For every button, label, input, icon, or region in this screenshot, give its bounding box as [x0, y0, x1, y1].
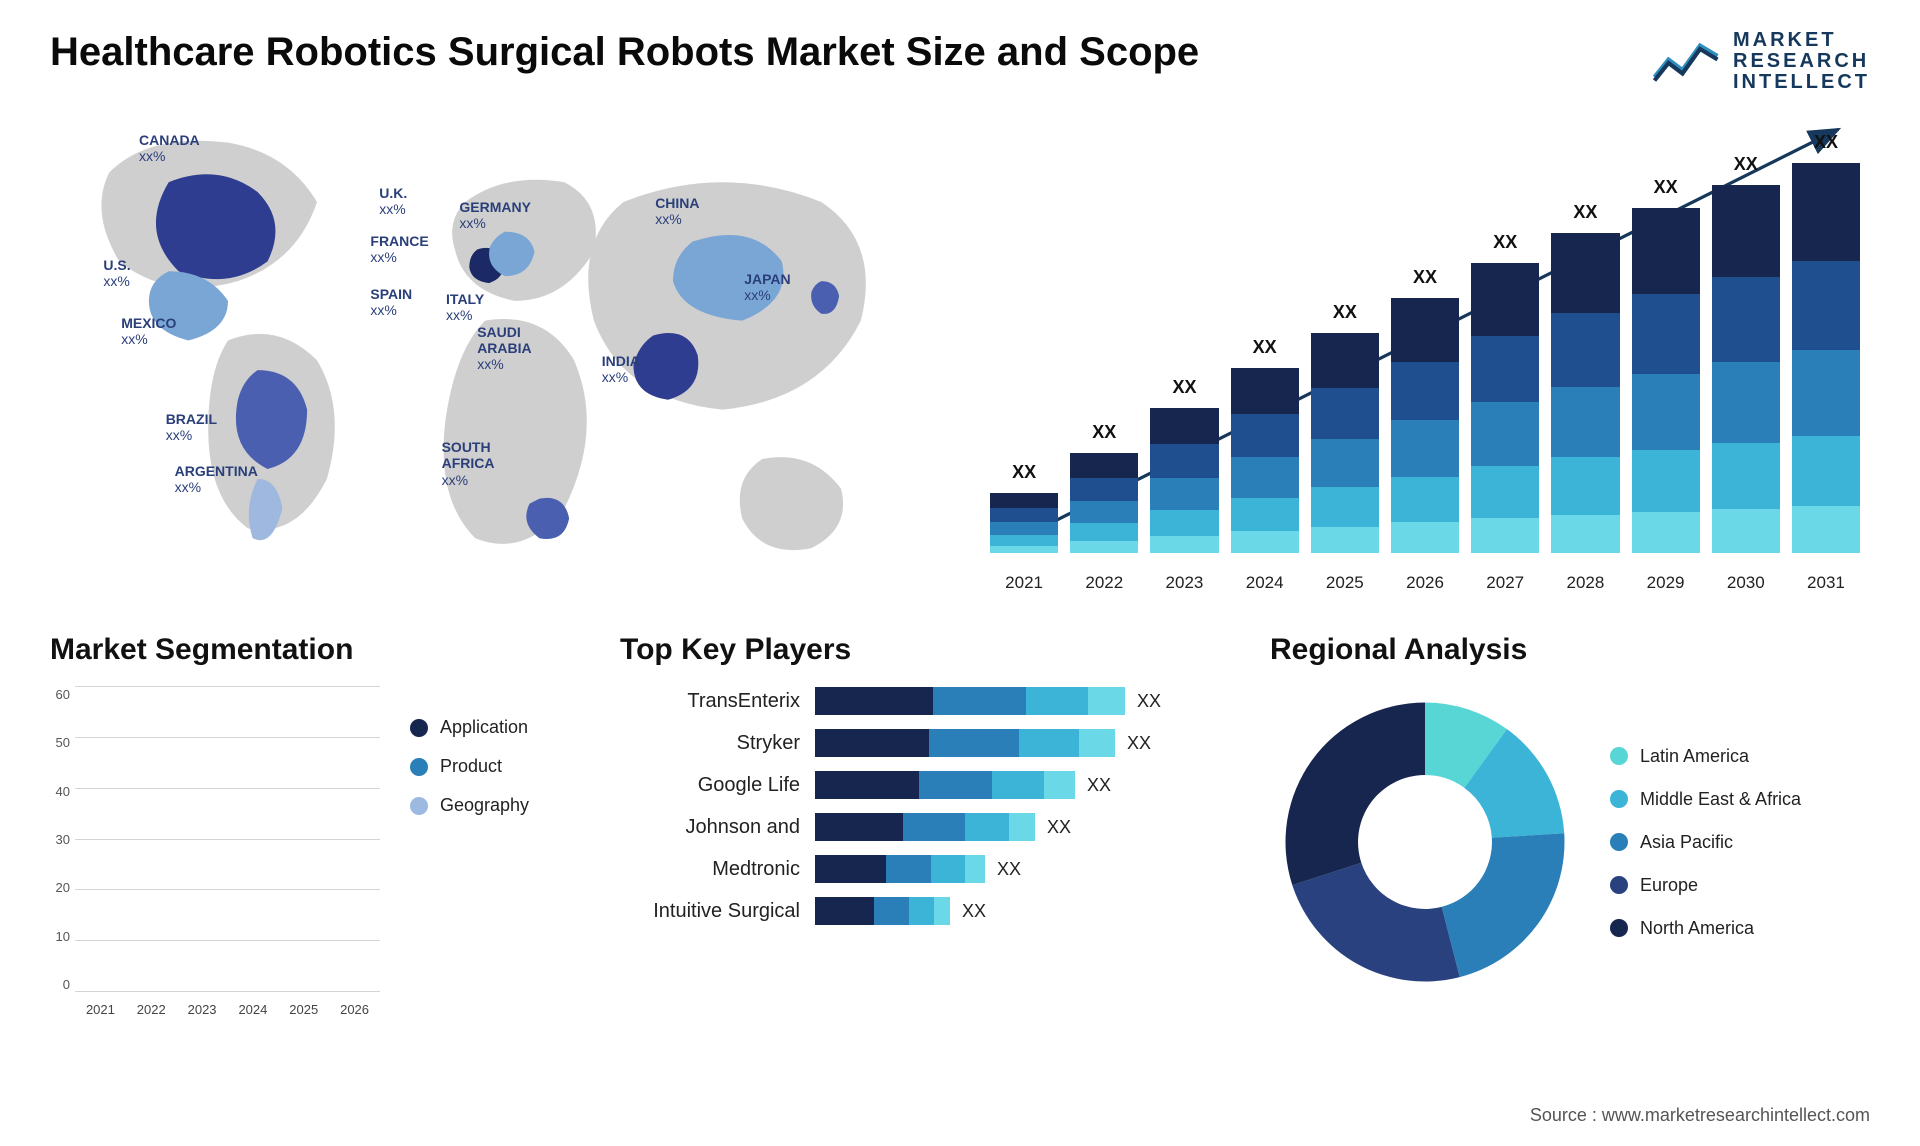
map-label-mexico: MEXICOxx%: [121, 315, 176, 347]
region-legend-item: Europe: [1610, 875, 1801, 896]
logo-mark-icon: [1651, 32, 1721, 92]
growth-value-label: XX: [1092, 422, 1116, 443]
player-value-label: XX: [1137, 691, 1161, 712]
map-label-china: CHINAxx%: [655, 195, 699, 227]
source-label: Source : www.marketresearchintellect.com: [1530, 1105, 1870, 1126]
growth-bar-2025: XX: [1311, 302, 1379, 553]
growth-year-label: 2023: [1150, 573, 1218, 593]
page-title: Healthcare Robotics Surgical Robots Mark…: [50, 30, 1199, 75]
growth-bar-2027: XX: [1471, 232, 1539, 553]
donut-slice-asia-pacific: [1442, 833, 1565, 977]
growth-value-label: XX: [1493, 232, 1517, 253]
growth-year-label: 2026: [1391, 573, 1459, 593]
growth-year-label: 2022: [1070, 573, 1138, 593]
map-label-south-africa: SOUTHAFRICAxx%: [442, 439, 495, 487]
growth-bar-2031: XX: [1792, 132, 1860, 553]
seg-legend-item: Geography: [410, 795, 570, 816]
donut-slice-north-america: [1286, 703, 1426, 886]
logo-line3: INTELLECT: [1733, 72, 1870, 93]
growth-year-label: 2021: [990, 573, 1058, 593]
growth-year-label: 2027: [1471, 573, 1539, 593]
growth-bar-2029: XX: [1632, 177, 1700, 553]
regional-donut-chart: [1270, 687, 1580, 997]
player-name: Intuitive Surgical: [620, 900, 800, 923]
player-row: Johnson and XX: [620, 813, 1220, 841]
map-label-brazil: BRAZILxx%: [166, 411, 217, 443]
players-panel: Top Key Players TransEnterixXXStrykerXXG…: [620, 633, 1220, 1063]
map-label-germany: GERMANYxx%: [459, 199, 531, 231]
players-title: Top Key Players: [620, 633, 1220, 667]
growth-year-label: 2030: [1712, 573, 1780, 593]
map-label-u-s-: U.S.xx%: [103, 257, 130, 289]
world-map-panel: CANADAxx% U.S.xx% MEXICOxx% BRAZILxx% ARGENT…: [50, 113, 940, 593]
player-value-label: XX: [1047, 817, 1071, 838]
segmentation-title: Market Segmentation: [50, 633, 570, 667]
player-name: TransEnterix: [620, 690, 800, 713]
player-value-label: XX: [997, 859, 1021, 880]
growth-year-label: 2025: [1311, 573, 1379, 593]
region-legend-item: Middle East & Africa: [1610, 789, 1801, 810]
region-legend-item: Latin America: [1610, 746, 1801, 767]
growth-value-label: XX: [1573, 202, 1597, 223]
segmentation-chart: 6050403020100 202120222023202420252026: [50, 687, 380, 1017]
logo-line2: RESEARCH: [1733, 51, 1870, 72]
growth-bar-2030: XX: [1712, 154, 1780, 553]
map-label-japan: JAPANxx%: [744, 271, 790, 303]
player-name: Johnson and: [620, 816, 800, 839]
player-name: Stryker: [620, 732, 800, 755]
map-label-france: FRANCExx%: [370, 233, 428, 265]
map-label-argentina: ARGENTINAxx%: [175, 463, 258, 495]
growth-year-label: 2028: [1551, 573, 1619, 593]
map-label-india: INDIAxx%: [602, 353, 640, 385]
regional-panel: Regional Analysis Latin America Middle Ea…: [1270, 633, 1870, 1063]
growth-year-label: 2029: [1632, 573, 1700, 593]
growth-value-label: XX: [1333, 302, 1357, 323]
player-row: TransEnterix XX: [620, 687, 1220, 715]
growth-bar-2026: XX: [1391, 267, 1459, 553]
growth-year-label: 2024: [1231, 573, 1299, 593]
growth-bar-2023: XX: [1150, 377, 1218, 553]
brand-logo: MARKET RESEARCH INTELLECT: [1651, 30, 1870, 93]
seg-legend-item: Application: [410, 717, 570, 738]
seg-legend-item: Product: [410, 756, 570, 777]
growth-bar-2028: XX: [1551, 202, 1619, 553]
player-name: Google Life: [620, 774, 800, 797]
region-legend-item: North America: [1610, 918, 1801, 939]
growth-value-label: XX: [1253, 337, 1277, 358]
logo-line1: MARKET: [1733, 30, 1870, 51]
player-row: Google Life XX: [620, 771, 1220, 799]
player-row: Stryker XX: [620, 729, 1220, 757]
growth-value-label: XX: [1012, 462, 1036, 483]
map-label-spain: SPAINxx%: [370, 286, 412, 318]
map-label-saudi-arabia: SAUDIARABIAxx%: [477, 324, 531, 372]
donut-slice-europe: [1292, 863, 1459, 982]
player-row: Intuitive Surgical XX: [620, 897, 1220, 925]
map-label-u-k-: U.K.xx%: [379, 185, 407, 217]
growth-bar-2024: XX: [1231, 337, 1299, 553]
growth-bar-2022: XX: [1070, 422, 1138, 553]
growth-value-label: XX: [1413, 267, 1437, 288]
player-value-label: XX: [1127, 733, 1151, 754]
growth-value-label: XX: [1654, 177, 1678, 198]
growth-bar-2021: XX: [990, 462, 1058, 553]
growth-bar-chart: XX XX XX XX XX XX XX XX XX XX XX 2021 2022 2023 2024 2…: [980, 113, 1870, 593]
player-value-label: XX: [1087, 775, 1111, 796]
player-row: Medtronic XX: [620, 855, 1220, 883]
segmentation-panel: Market Segmentation 6050403020100 202120…: [50, 633, 570, 1063]
map-label-canada: CANADAxx%: [139, 132, 200, 164]
player-name: Medtronic: [620, 858, 800, 881]
growth-value-label: XX: [1734, 154, 1758, 175]
growth-value-label: XX: [1172, 377, 1196, 398]
growth-value-label: XX: [1814, 132, 1838, 153]
growth-year-label: 2031: [1792, 573, 1860, 593]
map-label-italy: ITALYxx%: [446, 291, 484, 323]
regional-title: Regional Analysis: [1270, 633, 1870, 667]
region-legend-item: Asia Pacific: [1610, 832, 1801, 853]
player-value-label: XX: [962, 901, 986, 922]
